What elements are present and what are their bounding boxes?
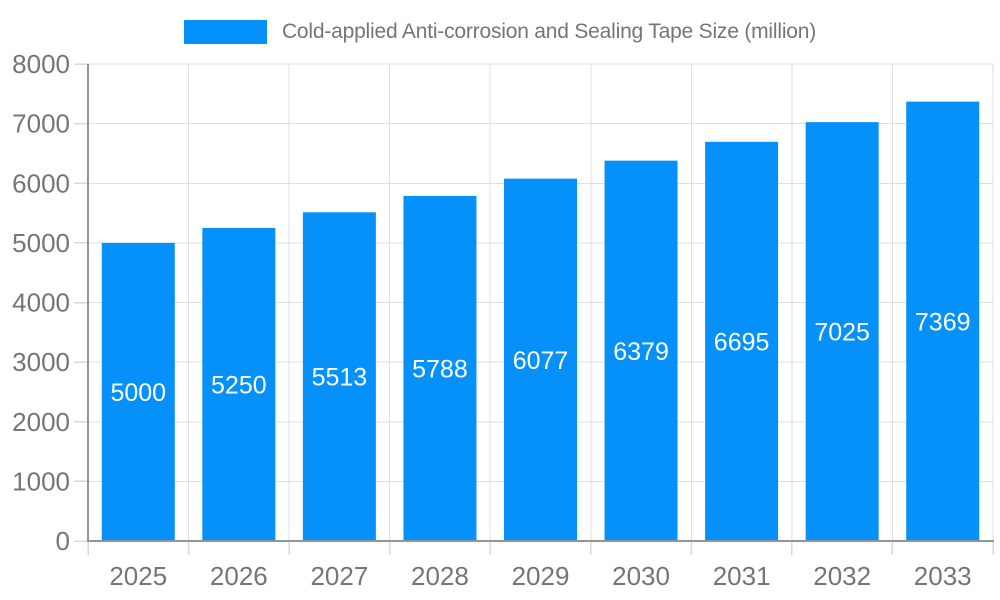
bar-value-label: 7369	[915, 308, 971, 336]
x-tick-label: 2033	[914, 561, 972, 591]
bar-value-label: 5513	[312, 364, 368, 392]
x-tick-label: 2029	[512, 561, 570, 591]
y-tick-label: 4000	[12, 288, 70, 318]
bar-value-label: 6695	[714, 328, 770, 356]
y-tick-label: 6000	[12, 168, 70, 198]
bar	[302, 212, 376, 542]
x-tick-label: 2030	[612, 561, 670, 591]
x-tick-label: 2032	[813, 561, 871, 591]
y-tick-label: 2000	[12, 407, 70, 437]
y-tick-label: 3000	[12, 347, 70, 377]
legend: Cold-applied Anti-corrosion and Sealing …	[0, 16, 1000, 48]
legend-swatch	[183, 20, 267, 44]
bar-value-label: 5250	[211, 371, 267, 399]
x-tick-label: 2025	[109, 561, 167, 591]
bar	[906, 101, 980, 541]
bar	[202, 227, 276, 541]
x-tick-label: 2026	[210, 561, 268, 591]
y-tick-label: 7000	[12, 109, 70, 139]
bar	[604, 160, 678, 541]
y-tick-label: 1000	[12, 466, 70, 496]
bar	[504, 178, 577, 541]
bar	[101, 242, 175, 541]
chart-title: Cold-applied Anti-corrosion and Sealing …	[281, 20, 817, 43]
y-tick-label: 5000	[12, 228, 70, 258]
bar-value-label: 6077	[513, 347, 569, 375]
x-tick-label: 2031	[713, 561, 771, 591]
y-tick-label: 0	[56, 526, 70, 556]
bar	[805, 122, 879, 542]
bar	[705, 141, 779, 542]
bar-value-label: 5788	[412, 355, 468, 383]
bar	[403, 195, 477, 541]
bar-value-label: 7025	[814, 319, 870, 347]
y-tick-label: 8000	[12, 49, 70, 79]
x-tick-label: 2027	[310, 561, 368, 591]
bar-value-label: 5000	[110, 379, 166, 407]
bar-value-label: 6379	[613, 338, 669, 366]
x-tick-label: 2028	[411, 561, 469, 591]
